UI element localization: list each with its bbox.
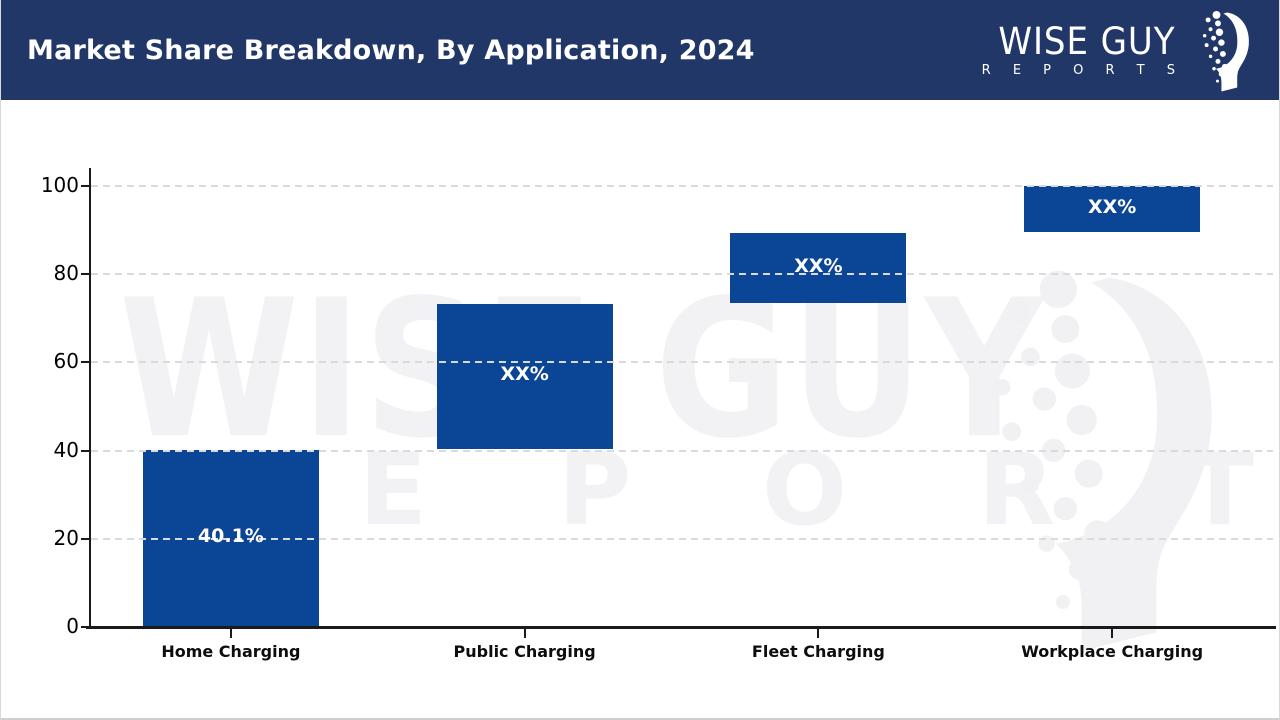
gridline bbox=[91, 185, 1273, 187]
bar-value-label: XX% bbox=[794, 254, 843, 277]
wise-guy-reports-logo: WISE GUY R E P O R T S bbox=[982, 8, 1253, 92]
y-tick-mark bbox=[81, 273, 90, 276]
chart-area: WISE GUY R E P O R T S 02040608010040.1%… bbox=[1, 100, 1279, 718]
logo-subtitle: R E P O R T S bbox=[981, 62, 1184, 78]
gridline bbox=[91, 449, 1273, 452]
y-tick-mark bbox=[81, 185, 90, 187]
y-tick-mark bbox=[81, 626, 90, 628]
x-tick-label-fleet-charging: Fleet Charging bbox=[751, 642, 885, 661]
y-tick-label: 60 bbox=[53, 349, 79, 374]
x-tick-label-home-charging: Home Charging bbox=[161, 642, 301, 661]
y-axis-spine bbox=[89, 168, 91, 629]
x-tick-label-public-charging: Public Charging bbox=[453, 642, 596, 661]
bar-value-label: 40.1% bbox=[197, 525, 264, 548]
y-tick-mark bbox=[81, 537, 90, 540]
y-tick-mark bbox=[81, 449, 90, 452]
gridline bbox=[91, 273, 1273, 276]
y-tick-mark bbox=[81, 361, 90, 364]
bar-public-charging bbox=[436, 303, 613, 450]
x-tick-label-workplace-charging: Workplace Charging bbox=[1021, 642, 1204, 661]
bar-value-label: XX% bbox=[1087, 196, 1137, 219]
header-bar: Market Share Breakdown, By Application, … bbox=[1, 0, 1279, 100]
y-tick-label: 100 bbox=[40, 173, 79, 197]
bar-value-label: XX% bbox=[500, 363, 549, 386]
x-axis-line bbox=[86, 626, 1276, 629]
x-tick-mark bbox=[1111, 629, 1114, 638]
x-tick-mark bbox=[229, 629, 232, 638]
y-tick-label: 80 bbox=[53, 261, 79, 286]
logo-wordmark: WISE GUY bbox=[997, 19, 1175, 63]
gridline bbox=[91, 537, 1273, 540]
page-title: Market Share Breakdown, By Application, … bbox=[27, 34, 755, 66]
plot: 0 20 40 60 80 100 40.1% Home Charging XX% Public … bbox=[1, 100, 1279, 718]
x-tick-mark bbox=[523, 629, 526, 638]
y-tick-label: 20 bbox=[53, 525, 79, 550]
gridline bbox=[91, 361, 1273, 364]
bar-workplace-charging bbox=[1024, 186, 1201, 233]
bar-fleet-charging bbox=[730, 233, 907, 303]
logo-text: WISE GUY R E P O R T S bbox=[982, 23, 1175, 78]
dotted-head-icon bbox=[1202, 11, 1249, 92]
y-tick-label: 40 bbox=[53, 437, 79, 462]
y-tick-label: 0 bbox=[66, 614, 79, 638]
x-tick-mark bbox=[817, 629, 820, 638]
